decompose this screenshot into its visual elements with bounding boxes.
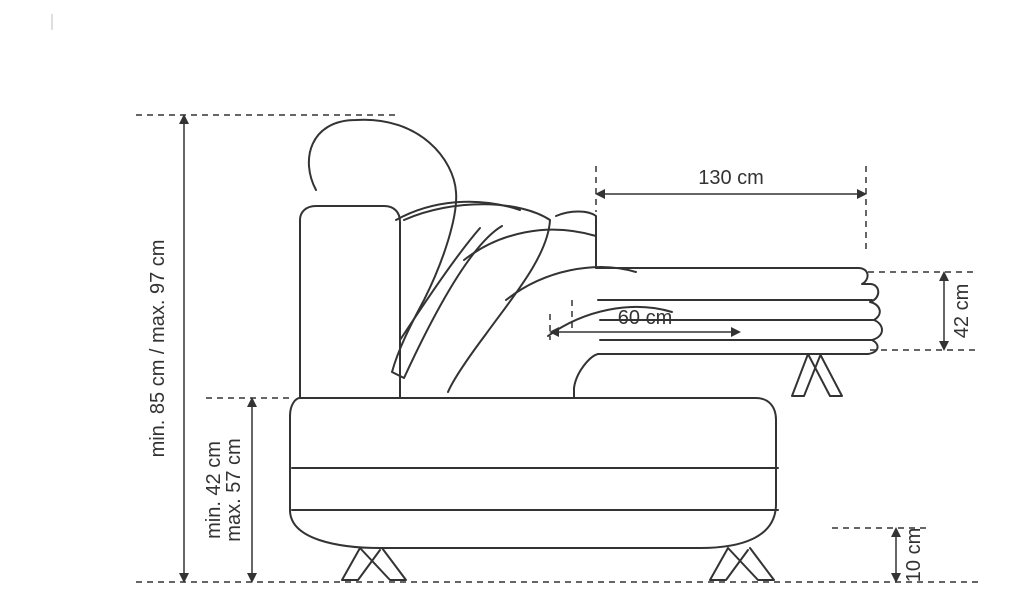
label-total-height: min. 85 cm / max. 97 cm	[147, 240, 169, 458]
label-seat-height-max: max. 57 cm	[223, 438, 245, 541]
label-chaise-length: 130 cm	[698, 167, 764, 189]
label-seat-height-min: min. 42 cm	[203, 441, 225, 539]
label-seat-depth: 60 cm	[618, 307, 672, 329]
label-leg-height: 10 cm	[903, 528, 925, 582]
label-chaise-height: 42 cm	[951, 284, 973, 338]
